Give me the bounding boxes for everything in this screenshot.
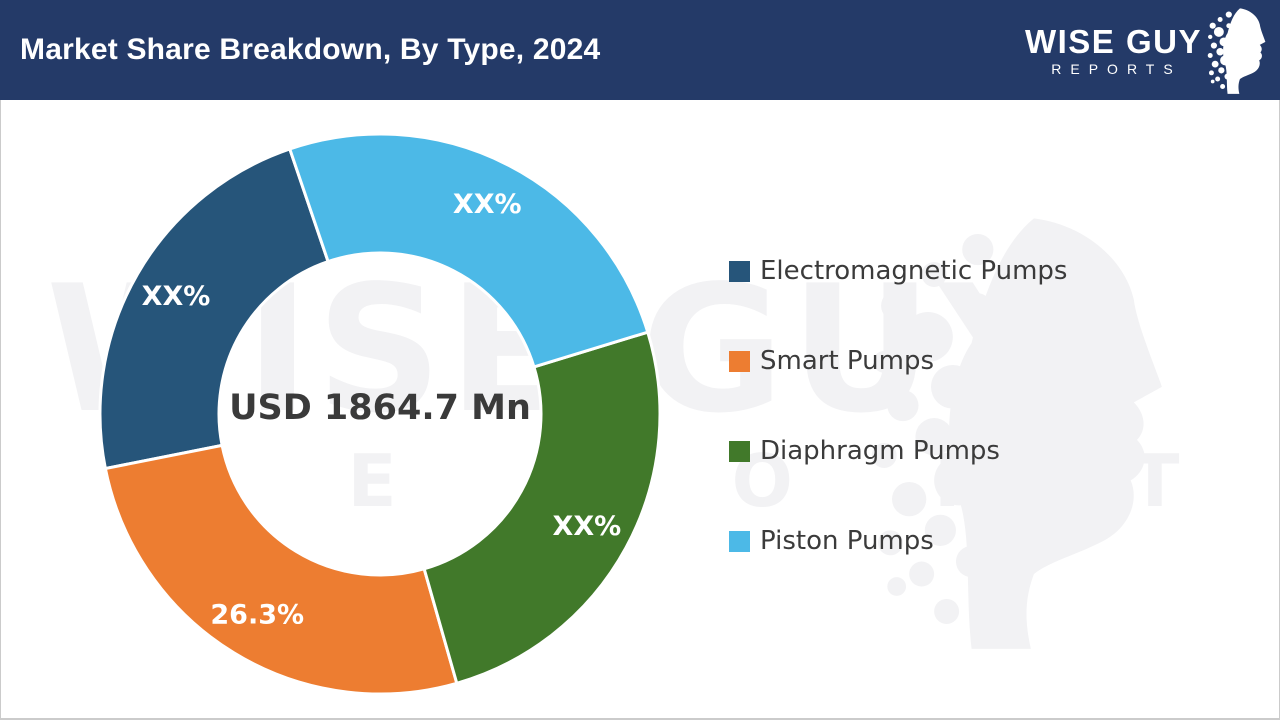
pie-slice-electromagnetic-pumps <box>98 147 331 471</box>
legend-swatch-piston-pumps <box>729 530 750 552</box>
page-title: Market Share Breakdown, By Type, 2024 <box>20 33 601 66</box>
legend-item-smart-pumps: Smart Pumps <box>729 346 1067 376</box>
chart-legend: Electromagnetic Pumps Smart Pumps Diaphr… <box>729 256 1067 556</box>
slice-percent-label: XX% <box>453 189 522 220</box>
pie-slice-piston-pumps <box>287 132 650 369</box>
brand-name: WISE GUY <box>1024 22 1202 60</box>
slice-percent-label: XX% <box>142 281 211 312</box>
brand-logo: WISE GUY REPORTS <box>1025 7 1266 94</box>
legend-label: Smart Pumps <box>760 346 934 376</box>
legend-item-piston-pumps: Piston Pumps <box>729 526 1067 556</box>
legend-label: Diaphragm Pumps <box>760 436 1000 466</box>
pie-slice-smart-pumps <box>103 443 459 696</box>
donut-center-value-label: USD 1864.7 Mn <box>229 388 531 428</box>
legend-swatch-diaphragm-pumps <box>729 440 750 462</box>
slice-percent-label: XX% <box>553 511 622 542</box>
legend-label: Electromagnetic Pumps <box>760 256 1068 286</box>
pie-slice-diaphragm-pumps <box>422 330 662 686</box>
donut-chart: XX% 26.3% XX% XX% USD 1864.7 Mn <box>98 132 662 696</box>
legend-swatch-smart-pumps <box>729 350 750 372</box>
brand-logo-text: WISE GUY REPORTS <box>1025 25 1202 76</box>
slice-percent-label: 26.3% <box>210 599 304 630</box>
legend-item-diaphragm-pumps: Diaphragm Pumps <box>729 436 1067 466</box>
chart-area: WISE GUY R E P O R T S XX%26.3%XX%XX%USD… <box>0 100 1280 720</box>
legend-swatch-electromagnetic-pumps <box>729 260 750 282</box>
brand-subtitle: REPORTS <box>1051 60 1182 77</box>
face-profile-logo-icon <box>1207 7 1266 94</box>
legend-item-electromagnetic-pumps: Electromagnetic Pumps <box>729 256 1067 286</box>
legend-label: Piston Pumps <box>760 526 934 556</box>
header-bar: Market Share Breakdown, By Type, 2024 WI… <box>0 0 1280 100</box>
